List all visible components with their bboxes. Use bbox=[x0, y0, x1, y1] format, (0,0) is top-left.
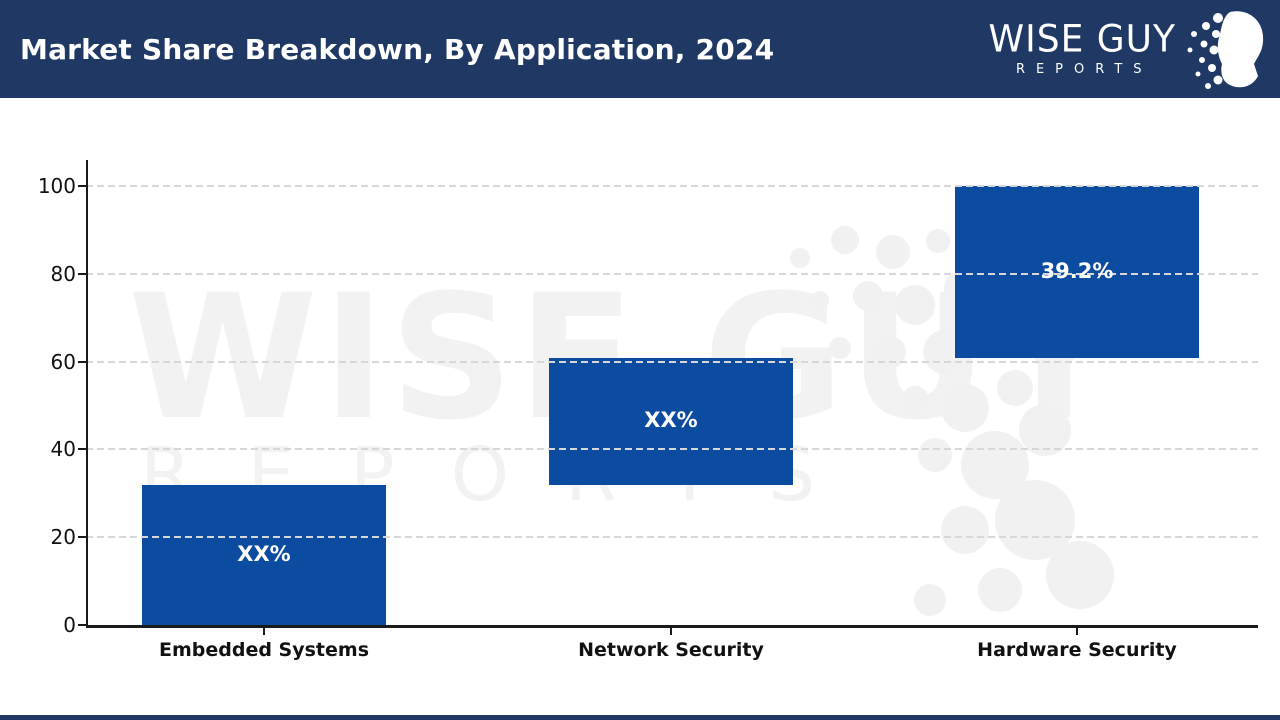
x-category-label: Embedded Systems bbox=[158, 639, 370, 661]
x-category-label: Hardware Security bbox=[977, 639, 1177, 661]
y-tick-label: 0 bbox=[63, 613, 76, 637]
y-tick-label: 40 bbox=[50, 437, 76, 462]
y-tick-mark bbox=[78, 185, 86, 187]
x-category-label: Network Security bbox=[578, 639, 764, 661]
y-tick-label: 20 bbox=[50, 525, 76, 550]
header-bar: Market Share Breakdown, By Application, … bbox=[0, 0, 1280, 98]
chart-title: Market Share Breakdown, By Application, … bbox=[20, 32, 775, 66]
logo-text: WISE GUY REPORTS bbox=[988, 17, 1177, 77]
y-tick-mark bbox=[78, 272, 86, 275]
logo-subtext: REPORTS bbox=[1015, 61, 1153, 77]
bar-value-label: XX% bbox=[237, 541, 291, 566]
y-tick-mark bbox=[78, 448, 86, 451]
bar-value-label: XX% bbox=[644, 408, 698, 433]
x-tick-mark bbox=[263, 628, 265, 635]
bar-network-security bbox=[549, 358, 793, 485]
y-axis-line bbox=[86, 160, 88, 627]
gridline-y-20 bbox=[86, 536, 1258, 539]
footer-strip bbox=[0, 715, 1280, 720]
gridline-y-60 bbox=[86, 360, 1258, 363]
y-tick-label: 60 bbox=[50, 349, 76, 374]
bar-value-label: 39.2% bbox=[1040, 259, 1114, 284]
wise-guy-reports-logo: WISE GUY REPORTS bbox=[989, 6, 1280, 92]
gridline-y-40 bbox=[86, 448, 1258, 451]
y-tick-label: 100 bbox=[37, 174, 76, 198]
gridline-y-80 bbox=[86, 272, 1258, 275]
x-tick-mark bbox=[1076, 628, 1078, 635]
x-tick-mark bbox=[670, 628, 672, 635]
bar-hardware-security bbox=[955, 186, 1199, 359]
y-tick-mark bbox=[78, 536, 86, 539]
x-axis-line bbox=[86, 625, 1258, 628]
gridline-y-100 bbox=[86, 185, 1258, 187]
logo-wordmark: WISE GUY bbox=[988, 17, 1176, 61]
logo-face-icon bbox=[1187, 11, 1264, 89]
bar-embedded-systems bbox=[142, 484, 386, 625]
y-tick-mark bbox=[78, 624, 86, 626]
y-tick-mark bbox=[78, 360, 86, 363]
y-tick-label: 80 bbox=[50, 261, 76, 286]
